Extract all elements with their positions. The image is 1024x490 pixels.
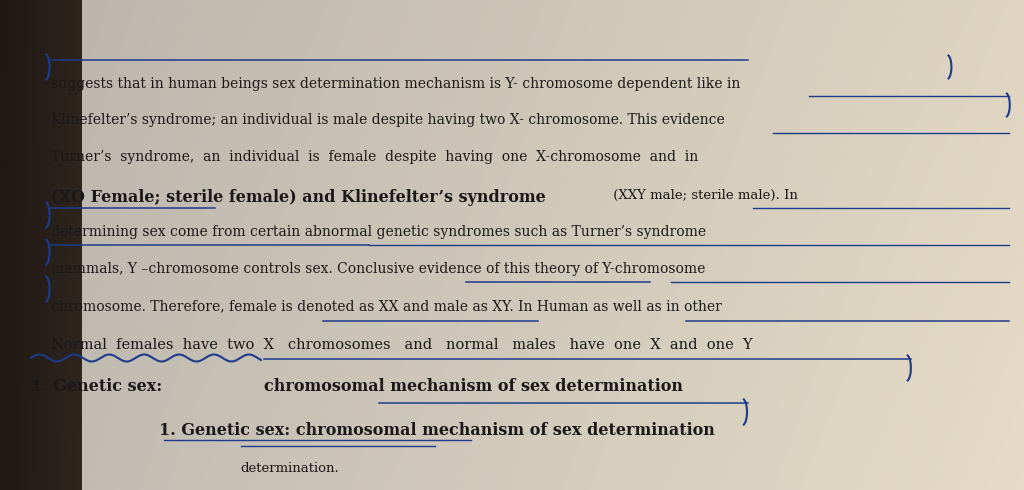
Text: (XXY male; sterile male). In: (XXY male; sterile male). In — [609, 189, 798, 202]
Text: 1. Genetic sex: chromosomal mechanism of sex determination: 1. Genetic sex: chromosomal mechanism of… — [159, 422, 715, 439]
Text: 1. Genetic sex:: 1. Genetic sex: — [31, 378, 162, 395]
Text: determining sex come from certain abnormal genetic syndromes such as Turner’s sy: determining sex come from certain abnorm… — [51, 225, 707, 239]
Text: chromosomal mechanism of sex determination: chromosomal mechanism of sex determinati… — [264, 378, 683, 395]
Text: mammals, Y –chromosome controls sex. Conclusive evidence of this theory of Y-chr: mammals, Y –chromosome controls sex. Con… — [51, 262, 706, 276]
Text: chromosome. Therefore, female is denoted as XX and male as XY. In Human as well : chromosome. Therefore, female is denoted… — [51, 299, 722, 313]
Text: Klinefelter’s syndrome; an individual is male despite having two X- chromosome. : Klinefelter’s syndrome; an individual is… — [51, 113, 725, 127]
Text: (XO Female; sterile female) and Klinefelter’s syndrome: (XO Female; sterile female) and Klinefel… — [51, 189, 546, 206]
Text: Turner’s  syndrome,  an  individual  is  female  despite  having  one  X-chromos: Turner’s syndrome, an individual is fema… — [51, 150, 698, 164]
Text: Normal  females  have  two  X   chromosomes   and   normal   males   have  one  : Normal females have two X chromosomes an… — [51, 338, 753, 352]
Text: suggests that in human beings sex determination mechanism is Y- chromosome depen: suggests that in human beings sex determ… — [51, 77, 740, 91]
Text: determination.: determination. — [241, 462, 339, 475]
